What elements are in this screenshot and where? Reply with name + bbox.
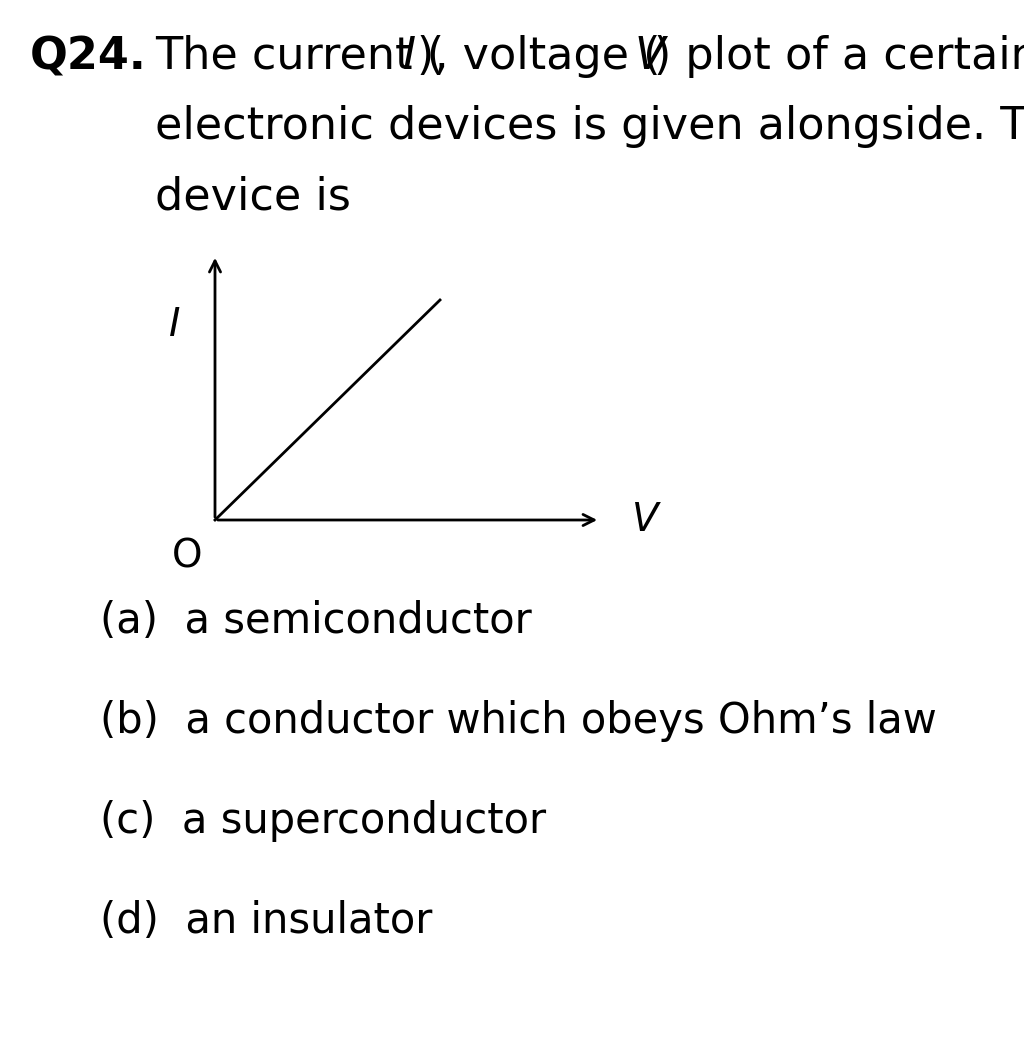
Text: V: V [632,501,658,539]
Text: ), voltage (: ), voltage ( [417,35,660,78]
Text: (a)  a semiconductor: (a) a semiconductor [100,600,531,642]
Text: electronic devices is given alongside. The: electronic devices is given alongside. T… [155,105,1024,148]
Text: device is: device is [155,175,351,218]
Text: I: I [169,306,181,344]
Text: (b)  a conductor which obeys Ohm’s law: (b) a conductor which obeys Ohm’s law [100,700,937,742]
Text: (d)  an insulator: (d) an insulator [100,900,432,943]
Text: Q24.: Q24. [30,35,146,78]
Text: V: V [635,35,666,78]
Text: (c)  a superconductor: (c) a superconductor [100,800,546,842]
Text: O: O [172,538,203,576]
Text: The current (: The current ( [155,35,444,78]
Text: ) plot of a certain: ) plot of a certain [654,35,1024,78]
Text: I: I [403,35,416,78]
